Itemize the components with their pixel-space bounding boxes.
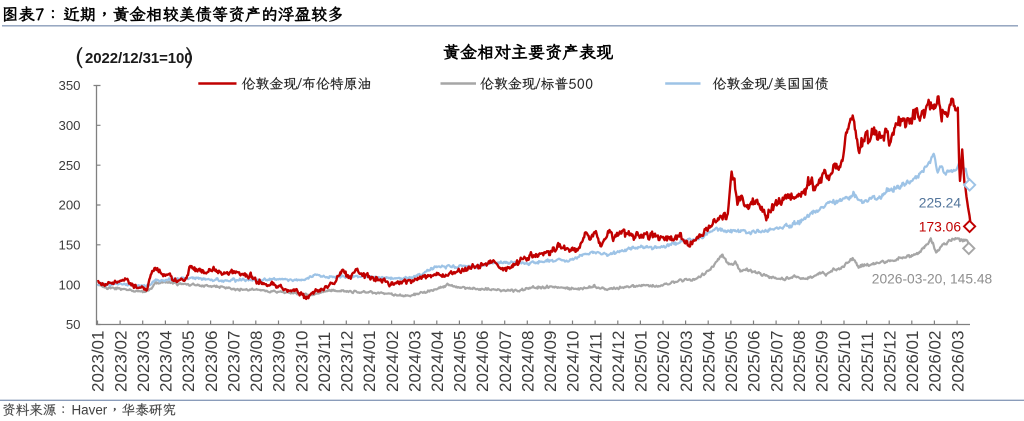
svg-text:2025/07: 2025/07 (767, 331, 786, 392)
svg-text:2025/03: 2025/03 (677, 331, 696, 392)
svg-text:2024/06: 2024/06 (473, 331, 492, 392)
svg-text:2025/05: 2025/05 (722, 331, 741, 392)
svg-text:350: 350 (58, 78, 80, 93)
svg-text:250: 250 (58, 158, 80, 173)
svg-text:Haver: Haver (72, 403, 108, 418)
svg-text:2025/01: 2025/01 (632, 331, 651, 392)
svg-text:2023/12: 2023/12 (338, 331, 357, 392)
svg-text:2024/05: 2024/05 (451, 331, 470, 392)
svg-text:2026/02: 2026/02 (926, 331, 945, 392)
svg-text:2026/03: 2026/03 (948, 331, 967, 392)
svg-text:2025/11: 2025/11 (858, 332, 877, 392)
svg-text:2025/09: 2025/09 (813, 331, 832, 392)
svg-text:2024/01: 2024/01 (360, 331, 379, 392)
svg-text:2025/04: 2025/04 (699, 331, 718, 392)
svg-text:300: 300 (58, 118, 80, 133)
svg-text:50: 50 (66, 317, 81, 332)
svg-text:2024/11: 2024/11 (586, 332, 605, 392)
svg-text:2024/02: 2024/02 (383, 331, 402, 392)
svg-text:2024/08: 2024/08 (519, 331, 538, 392)
svg-text:2023/04: 2023/04 (157, 331, 176, 392)
svg-text:2024/07: 2024/07 (496, 331, 515, 392)
svg-text:225.24: 225.24 (919, 196, 962, 211)
svg-text:2024/03: 2024/03 (405, 331, 424, 392)
svg-text:2023/03: 2023/03 (134, 331, 153, 392)
svg-text:2025/12: 2025/12 (880, 331, 899, 392)
svg-text:2023/09: 2023/09 (270, 331, 289, 392)
svg-text:2023/06: 2023/06 (202, 331, 221, 392)
svg-text:2024/04: 2024/04 (428, 331, 447, 392)
svg-text:2025/02: 2025/02 (654, 331, 673, 392)
svg-text:2026/01: 2026/01 (903, 331, 922, 392)
svg-text:2022/12/31=100: 2022/12/31=100 (85, 50, 192, 67)
svg-text:2023/08: 2023/08 (247, 331, 266, 392)
svg-text:2023/02: 2023/02 (111, 331, 130, 392)
svg-text:2023/07: 2023/07 (224, 331, 243, 392)
svg-text:2023/10: 2023/10 (292, 331, 311, 392)
svg-text:2025/08: 2025/08 (790, 331, 809, 392)
svg-text:2026-03-20, 145.48: 2026-03-20, 145.48 (872, 272, 993, 287)
svg-text:150: 150 (58, 238, 80, 253)
svg-text:2024/12: 2024/12 (609, 331, 628, 392)
svg-text:100: 100 (58, 277, 80, 292)
svg-text:200: 200 (58, 198, 80, 213)
svg-text:2025/10: 2025/10 (835, 331, 854, 392)
svg-text:2025/06: 2025/06 (745, 331, 764, 392)
svg-text:2023/05: 2023/05 (179, 331, 198, 392)
svg-text:2024/10: 2024/10 (564, 331, 583, 392)
svg-text:2023/11: 2023/11 (315, 332, 334, 392)
svg-text:2023/01: 2023/01 (89, 331, 108, 392)
svg-text:2024/09: 2024/09 (541, 331, 560, 392)
svg-text:173.06: 173.06 (919, 220, 962, 235)
